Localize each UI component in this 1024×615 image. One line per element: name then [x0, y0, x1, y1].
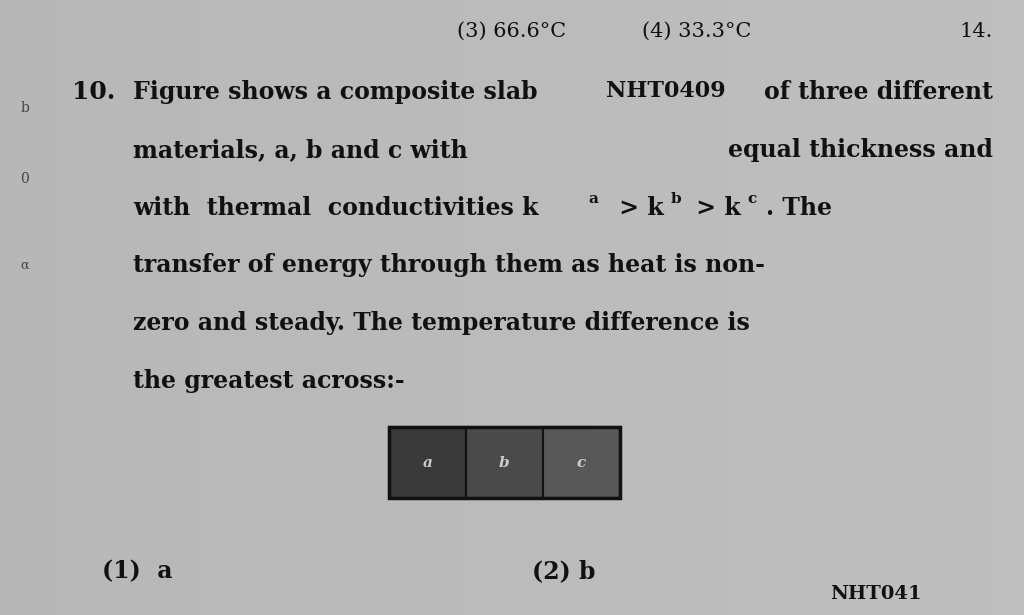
Text: NHT041: NHT041	[830, 585, 922, 603]
Text: Figure shows a composite slab: Figure shows a composite slab	[133, 80, 538, 104]
Text: transfer of energy through them as heat is non-: transfer of energy through them as heat …	[133, 253, 765, 277]
Bar	[389, 427, 620, 498]
Text: b: b	[671, 192, 681, 207]
Text: c: c	[748, 192, 757, 207]
Text: with  thermal  conductivities k: with thermal conductivities k	[133, 196, 539, 220]
Text: materials, a, b and c with: materials, a, b and c with	[133, 138, 468, 162]
Text: 14.: 14.	[959, 22, 993, 41]
Text: b: b	[20, 101, 30, 116]
Text: a: a	[589, 192, 599, 207]
Bar	[389, 427, 466, 498]
Text: (4) 33.3°C: (4) 33.3°C	[642, 22, 751, 41]
Bar	[543, 427, 620, 498]
Text: a: a	[423, 456, 432, 470]
Text: (2) b: (2) b	[532, 560, 596, 584]
Text: . The: . The	[766, 196, 831, 220]
Text: of three different: of three different	[764, 80, 993, 104]
Text: 10.: 10.	[72, 80, 115, 104]
Text: (3) 66.6°C: (3) 66.6°C	[458, 22, 566, 41]
Text: zero and steady. The temperature difference is: zero and steady. The temperature differe…	[133, 311, 750, 335]
Text: > k: > k	[611, 196, 665, 220]
Text: α: α	[20, 258, 29, 271]
Text: b: b	[499, 456, 510, 470]
Text: the greatest across:-: the greatest across:-	[133, 369, 404, 393]
Text: equal thickness and: equal thickness and	[728, 138, 993, 162]
Text: (1)  a: (1) a	[102, 560, 173, 584]
Bar	[466, 427, 543, 498]
Text: > k: > k	[688, 196, 741, 220]
Text: c: c	[577, 456, 586, 470]
Text: 0: 0	[20, 172, 30, 186]
Text: NHT0409: NHT0409	[606, 80, 725, 102]
